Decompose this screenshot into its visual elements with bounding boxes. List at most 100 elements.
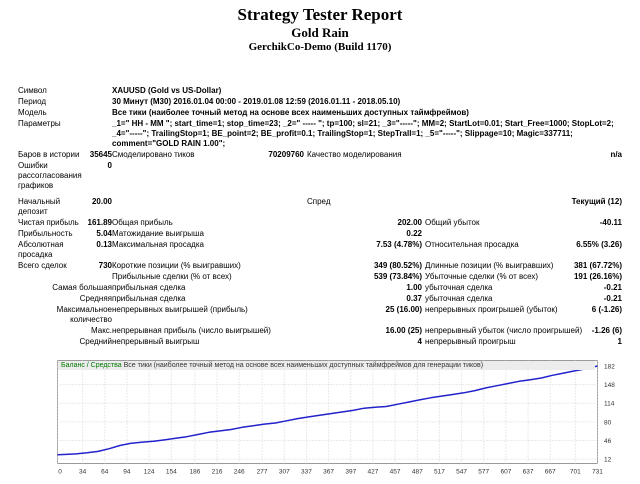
stat-label: Длинные позиции (% выигравших) (425, 261, 554, 270)
y-axis-tick-label: 182 (604, 364, 615, 371)
stat-label: непрерывных выигрышей (прибыль) (112, 305, 248, 314)
stat-value: 4 (417, 337, 422, 346)
stat-label: Всего сделок (18, 261, 67, 270)
stat-value: -1.26 (6) (591, 326, 622, 335)
row-initial-deposit: Начальный депозит 20.00 Спред Текущий (1… (18, 197, 622, 217)
stat-label: Прибыльные сделки (% от всех) (112, 272, 232, 281)
x-axis-tick-label: 517 (434, 469, 445, 476)
stat-label: Смоделировано тиков (112, 150, 195, 159)
x-axis-tick-label: 307 (279, 469, 290, 476)
x-axis-tick-label: 367 (323, 469, 334, 476)
x-axis-tick-label: 277 (257, 469, 268, 476)
stat-label: Самая большая (52, 283, 112, 292)
stat-value: Текущий (12) (571, 197, 622, 206)
info-value: 30 Минут (M30) 2016.01.04 00:00 - 2019.0… (112, 97, 401, 106)
stat-value: 7.53 (4.78%) (376, 240, 422, 249)
stat-label: Ошибки рассогласования графиков (18, 161, 82, 190)
row-average-consecutive: Средний непрерывный выигрыш 4 непрерывны… (18, 337, 622, 347)
stat-value: 0 (107, 161, 112, 170)
stat-value: 0.37 (406, 294, 422, 303)
stat-value: 539 (73.84%) (373, 272, 422, 281)
stat-value: -0.21 (603, 283, 622, 292)
stat-value: 349 (80.52%) (373, 261, 422, 270)
x-axis-tick-label: 34 (79, 469, 87, 476)
stat-label: непрерывный убыток (число проигрышей) (425, 326, 583, 335)
info-value: Все тики (наиболее точный метод на основ… (112, 108, 469, 117)
chart-legend: Баланс / Средства Все тики (наиболее точ… (58, 361, 595, 370)
legend-balance-equity: Баланс / Средства (61, 362, 122, 369)
stat-value: 161.89 (87, 218, 112, 227)
x-axis-tick-label: 64 (101, 469, 109, 476)
x-axis-tick-label: 577 (478, 469, 489, 476)
row-maximal-consecutive-profit: Макс. непрерывная прибыль (число выигрыш… (18, 326, 622, 336)
info-label: Модель (18, 108, 47, 117)
stat-label: убыточная сделка (425, 294, 493, 303)
stat-value: 202.00 (397, 218, 422, 227)
stat-label: Чистая прибыль (18, 218, 79, 227)
y-axis-tick-label: 46 (604, 438, 612, 445)
stat-label: Максимальное количество (56, 305, 112, 324)
report-header: Strategy Tester Report Gold Rain Gerchik… (0, 0, 640, 54)
x-axis-tick-label: 667 (545, 469, 556, 476)
y-axis-tick-label: 80 (604, 419, 612, 426)
row-average-trade: Средняя прибыльная сделка 0.37 убыточная… (18, 294, 622, 304)
x-axis-tick-label: 731 (592, 469, 603, 476)
row-bars-ticks-quality: Баров в истории 35645 Смоделировано тико… (18, 150, 622, 160)
stat-value: 5.04 (96, 229, 112, 238)
row-mismatch-errors: Ошибки рассогласования графиков 0 (18, 161, 622, 191)
x-axis-tick-label: 487 (412, 469, 423, 476)
stat-label: Баров в истории (18, 150, 80, 159)
report-title: Strategy Tester Report (237, 5, 403, 24)
stat-label: прибыльная сделка (112, 294, 186, 303)
balance-chart: 182 148 114 80 46 12 0 34 64 94 124 154 186 216 246 277… (57, 360, 639, 482)
stat-label: непрерывная прибыль (число выигрышей) (112, 326, 271, 335)
legend-model-note: Все тики (наиболее точный метод на основ… (123, 362, 484, 369)
x-axis-tick-label: 216 (212, 469, 223, 476)
x-axis-tick-label: 246 (234, 469, 245, 476)
info-row-period: Период 30 Минут (M30) 2016.01.04 00:00 -… (18, 97, 622, 107)
stat-value: -40.11 (599, 218, 622, 227)
x-axis-tick-label: 637 (523, 469, 534, 476)
y-axis-tick-label: 148 (604, 382, 615, 389)
stat-value: 730 (98, 261, 112, 270)
report-table: Символ XAUUSD (Gold vs US-Dollar) Период… (18, 86, 622, 347)
stat-value: 191 (26.16%) (573, 272, 622, 281)
stat-label: Спред (307, 197, 331, 206)
chart-plot-area (57, 360, 598, 464)
stat-label: Средняя (79, 294, 112, 303)
stat-label: Средний (79, 337, 112, 346)
server-build: GerchikCo-Demo (Build 1170) (248, 41, 392, 53)
stat-label: Качество моделирования (307, 150, 402, 159)
stat-value: 381 (67.72%) (573, 261, 622, 270)
stat-label: убыточная сделка (425, 283, 493, 292)
x-axis-tick-label: 607 (500, 469, 511, 476)
row-total-trades: Всего сделок 730 Короткие позиции (% выи… (18, 261, 622, 271)
stat-value: 1.00 (406, 283, 422, 292)
stat-value: 6.55% (3.26) (576, 240, 622, 249)
stat-label: Прибыльность (18, 229, 73, 238)
info-label: Параметры (18, 119, 61, 128)
info-row-symbol: Символ XAUUSD (Gold vs US-Dollar) (18, 86, 622, 96)
balance-curve (57, 365, 598, 456)
x-axis-tick-label: 94 (123, 469, 131, 476)
stat-value: 20.00 (91, 197, 112, 206)
stat-value: n/a (610, 150, 622, 159)
stat-value: 0.22 (406, 229, 422, 238)
row-drawdown: Абсолютная просадка 0.13 Максимальная пр… (18, 240, 622, 260)
ea-name: Gold Rain (291, 25, 349, 40)
row-largest-trade: Самая большая прибыльная сделка 1.00 убы… (18, 283, 622, 293)
stat-label: непрерывный проигрыш (425, 337, 516, 346)
stat-label: Макс. (90, 326, 112, 335)
stats-section: Начальный депозит 20.00 Спред Текущий (1… (18, 197, 622, 347)
x-axis-tick-label: 427 (367, 469, 378, 476)
x-axis-tick-label: 457 (390, 469, 401, 476)
stat-label: Общая прибыль (112, 218, 173, 227)
row-max-consecutive: Максимальное количество непрерывных выиг… (18, 305, 622, 325)
stat-label: Общий убыток (425, 218, 480, 227)
stat-label: непрерывных проигрышей (убыток) (425, 305, 558, 314)
x-axis-tick-label: 547 (456, 469, 467, 476)
info-value: _1=" НН - ММ "; start_time=1; stop_time=… (112, 119, 614, 148)
stat-value: 25 (16.00) (385, 305, 422, 314)
stat-value: 70209760 (268, 150, 304, 159)
y-axis-tick-label: 12 (604, 457, 612, 464)
